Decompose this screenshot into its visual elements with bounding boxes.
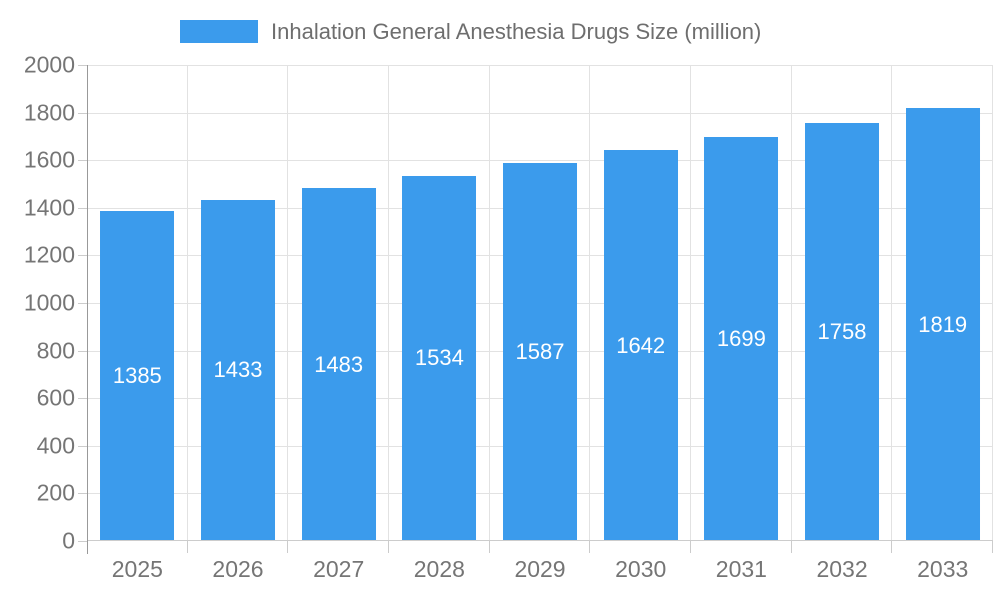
- y-axis-label: 1200: [23, 241, 75, 268]
- y-axis-label: 1000: [23, 289, 75, 316]
- x-axis-label: 2027: [313, 556, 365, 582]
- category-column: 1534 2028: [389, 65, 490, 581]
- category-columns: 1385 2025 1433 2026 1483 2027 1534 2028 1587 2029…: [87, 65, 994, 581]
- category-column: 1483 2027: [288, 65, 390, 581]
- plot-area: 1385 2025 1433 2026 1483 2027 1534 2028 1587 2029…: [24, 53, 994, 581]
- x-axis-tick: [488, 541, 490, 553]
- y-axis-tick: [78, 65, 87, 66]
- gridline-vertical: [186, 65, 188, 541]
- category-column: 1758 2032: [792, 65, 893, 581]
- y-axis-label: 1400: [23, 194, 75, 221]
- bar-value-label: 1819: [918, 311, 968, 337]
- x-axis-tick: [388, 541, 390, 553]
- gridline-vertical: [992, 65, 994, 541]
- bar-value-label: 1699: [716, 325, 766, 351]
- gridline: [87, 65, 993, 66]
- x-axis-tick: [186, 541, 188, 553]
- y-axis-tick: [78, 493, 87, 495]
- y-axis-label: 800: [36, 337, 75, 364]
- x-axis-tick: [589, 541, 591, 553]
- bar: 1642: [603, 150, 678, 541]
- legend-label: Inhalation General Anesthesia Drugs Size…: [271, 18, 762, 44]
- x-axis-label: 2029: [514, 556, 566, 582]
- gridline: [87, 160, 993, 162]
- x-axis-label: 2025: [111, 556, 163, 582]
- bar-value-label: 1483: [314, 351, 364, 377]
- x-axis-label: 2033: [917, 556, 969, 582]
- y-axis-tick: [78, 303, 87, 304]
- bar: 1385: [100, 211, 175, 541]
- bar: 1433: [201, 199, 275, 541]
- y-axis-label: 1800: [23, 99, 75, 126]
- legend[interactable]: Inhalation General Anesthesia Drugs Size…: [180, 20, 761, 43]
- bar-value-label: 1758: [817, 318, 867, 344]
- gridline-vertical: [690, 65, 692, 541]
- category-column: 1819 2033: [892, 65, 994, 581]
- bar: 1587: [503, 163, 578, 541]
- y-axis-label: 0: [62, 527, 75, 554]
- x-axis-label: 2032: [816, 556, 868, 582]
- y-axis-tick: [78, 541, 87, 542]
- y-axis-label: 600: [36, 384, 75, 411]
- x-axis-label: 2031: [715, 556, 767, 582]
- x-axis-tick: [790, 541, 792, 553]
- y-axis-tick: [78, 160, 87, 162]
- gridline-vertical: [287, 65, 289, 541]
- y-axis-tick: [78, 207, 87, 209]
- category-column: 1385 2025: [87, 65, 188, 581]
- bar-value-label: 1433: [213, 357, 263, 383]
- y-axis-tick: [78, 350, 87, 352]
- x-axis-tick: [690, 541, 692, 553]
- bar-value-label: 1642: [616, 332, 666, 358]
- y-axis-tick: [78, 255, 87, 257]
- x-axis-label: 2028: [413, 556, 465, 582]
- bar: 1699: [704, 136, 779, 541]
- legend-swatch: [180, 20, 258, 43]
- x-axis-label: 2030: [615, 556, 667, 582]
- y-axis-tick: [78, 112, 87, 114]
- y-axis-label: 200: [36, 479, 75, 506]
- y-axis-tick: [78, 398, 87, 400]
- bar: 1534: [402, 175, 477, 541]
- y-axis-label: 1600: [23, 146, 75, 173]
- y-axis-label: 400: [36, 432, 75, 459]
- bar-value-label: 1534: [414, 345, 464, 371]
- category-column: 1642 2030: [590, 65, 692, 581]
- bar: 1758: [805, 122, 880, 541]
- x-axis-tick: [891, 541, 893, 553]
- gridline-vertical: [891, 65, 893, 541]
- bar: 1819: [905, 108, 980, 541]
- bar: 1483: [301, 188, 376, 541]
- x-axis-tick: [992, 541, 994, 553]
- category-column: 1699 2031: [691, 65, 792, 581]
- gridline-vertical: [589, 65, 591, 541]
- bar-value-label: 1587: [515, 339, 565, 365]
- bar-value-label: 1385: [112, 363, 162, 389]
- gridline-vertical: [790, 65, 792, 541]
- gridline-vertical: [388, 65, 390, 541]
- y-axis-line: [87, 65, 88, 554]
- x-axis-tick: [287, 541, 289, 553]
- gridline: [87, 112, 993, 114]
- gridline-vertical: [488, 65, 490, 541]
- x-axis-line: [87, 540, 993, 541]
- y-axis-tick: [78, 445, 87, 447]
- x-axis-label: 2026: [212, 556, 264, 582]
- y-axis-label: 2000: [23, 51, 75, 78]
- category-column: 1433 2026: [188, 65, 289, 581]
- category-column: 1587 2029: [490, 65, 591, 581]
